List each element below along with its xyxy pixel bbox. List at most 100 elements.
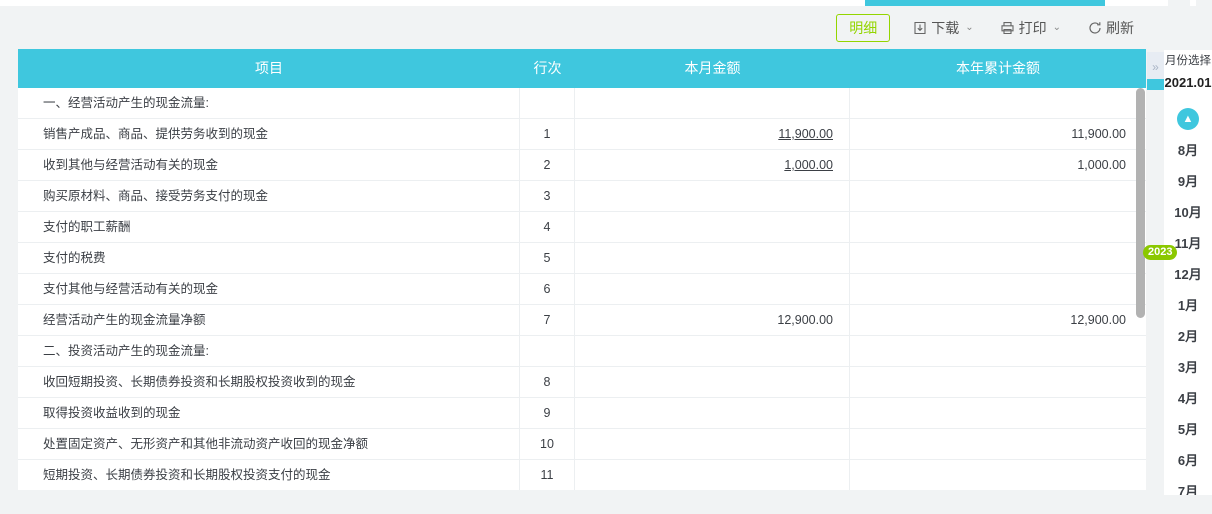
- table-row[interactable]: 取得投资收益收到的现金 9: [18, 398, 1146, 429]
- month-list-item[interactable]: 3月: [1177, 360, 1199, 375]
- cell-line-number: 1: [520, 119, 575, 149]
- cell-line-number: [520, 88, 575, 118]
- month-list-item[interactable]: 1月: [1177, 298, 1199, 313]
- panel-accent-stub: [1147, 79, 1164, 90]
- cell-item: 支付的税费: [18, 243, 520, 273]
- month-list-item[interactable]: 2月: [1177, 329, 1199, 344]
- cell-line-number: 11: [520, 460, 575, 490]
- column-header-item: 项目: [255, 60, 283, 76]
- cell-item: 经营活动产生的现金流量净额: [18, 305, 520, 335]
- table-row[interactable]: 销售产成品、商品、提供劳务收到的现金 1 11,900.00 11,900.00: [18, 119, 1146, 150]
- month-list-item[interactable]: 12月: [1174, 267, 1202, 282]
- refresh-button[interactable]: 刷新: [1087, 18, 1134, 38]
- cell-month-amount[interactable]: [575, 367, 850, 397]
- cell-item: 一、经营活动产生的现金流量:: [18, 88, 520, 118]
- cash-flow-table: 项目 行次 本月金额 本年累计金额 一、经营活动产生的现金流量: 销售产成品、商品…: [18, 49, 1146, 490]
- table-body: 一、经营活动产生的现金流量: 销售产成品、商品、提供劳务收到的现金 1 11,900.…: [18, 88, 1146, 490]
- print-button[interactable]: 打印 ⌄: [1000, 18, 1061, 38]
- table-row[interactable]: 收回短期投资、长期债券投资和长期股权投资收到的现金 8: [18, 367, 1146, 398]
- cell-line-number: 7: [520, 305, 575, 335]
- table-row[interactable]: 购买原材料、商品、接受劳务支付的现金 3: [18, 181, 1146, 212]
- month-list-item[interactable]: 9月: [1177, 174, 1199, 189]
- cell-year-amount: [850, 274, 1146, 304]
- cell-line-number: 10: [520, 429, 575, 459]
- download-button[interactable]: 下载 ⌄: [912, 18, 974, 38]
- table-header-row: 项目 行次 本月金额 本年累计金额: [18, 49, 1146, 88]
- cell-month-amount[interactable]: [575, 88, 850, 118]
- cell-year-amount: [850, 460, 1146, 490]
- cell-month-amount[interactable]: 12,900.00: [575, 305, 850, 335]
- cell-month-amount[interactable]: [575, 398, 850, 428]
- cell-year-amount: 12,900.00: [1070, 313, 1126, 327]
- cell-month-amount[interactable]: 11,900.00: [575, 119, 850, 149]
- top-strip: [0, 0, 1212, 6]
- chevron-up-icon[interactable]: ▲: [1177, 108, 1199, 130]
- month-selector-title: 月份选择: [1165, 55, 1211, 67]
- month-list-item[interactable]: 6月: [1177, 453, 1199, 468]
- month-list-item[interactable]: 11月: [1174, 236, 1202, 251]
- table-row[interactable]: 支付的税费 5: [18, 243, 1146, 274]
- column-header-line: 行次: [533, 60, 562, 76]
- cell-item: 支付其他与经营活动有关的现金: [18, 274, 520, 304]
- cell-month-amount[interactable]: [575, 181, 850, 211]
- cell-month-amount[interactable]: [575, 274, 850, 304]
- top-strip-edge-right: [1196, 0, 1212, 6]
- cell-item: 购买原材料、商品、接受劳务支付的现金: [18, 181, 520, 211]
- cell-year-amount: [850, 336, 1146, 366]
- month-amount-link[interactable]: 11,900.00: [778, 127, 833, 141]
- cell-year-amount: [850, 398, 1146, 428]
- month-selector-current[interactable]: 2021.01: [1164, 75, 1212, 90]
- printer-icon: [1000, 20, 1015, 35]
- month-list-item[interactable]: 8月: [1177, 143, 1199, 158]
- cell-item: 收到其他与经营活动有关的现金: [18, 150, 520, 180]
- table-row[interactable]: 短期投资、长期债券投资和长期股权投资支付的现金 11: [18, 460, 1146, 490]
- cell-year-amount: 11,900.00: [1071, 127, 1126, 141]
- cell-year-amount: [850, 243, 1146, 273]
- cell-item: 销售产成品、商品、提供劳务收到的现金: [18, 119, 520, 149]
- cell-month-amount[interactable]: [575, 336, 850, 366]
- cell-line-number: 5: [520, 243, 575, 273]
- cell-item: 支付的职工薪酬: [18, 212, 520, 242]
- table-row[interactable]: 支付其他与经营活动有关的现金 6: [18, 274, 1146, 305]
- month-selector-panel: 月份选择 2021.01 ▲ 8月 9月 10月 11月 12月 1月 2月 3月 4月 5月 6月…: [1164, 50, 1212, 514]
- download-label: 下载: [931, 19, 960, 36]
- cell-month-amount[interactable]: [575, 243, 850, 273]
- table-row[interactable]: 收到其他与经营活动有关的现金 2 1,000.00 1,000.00: [18, 150, 1146, 181]
- cell-item: 收回短期投资、长期债券投资和长期股权投资收到的现金: [18, 367, 520, 397]
- table-scrollbar-track[interactable]: [1136, 88, 1145, 490]
- top-strip-edge-left: [1168, 0, 1190, 6]
- cell-month-amount[interactable]: [575, 212, 850, 242]
- cell-line-number: 2: [520, 150, 575, 180]
- cell-month-amount[interactable]: 1,000.00: [575, 150, 850, 180]
- table-row[interactable]: 二、投资活动产生的现金流量:: [18, 336, 1146, 367]
- cell-line-number: [520, 336, 575, 366]
- top-strip-right-gap: [1105, 0, 1212, 6]
- chevron-down-icon: ⌄: [1052, 22, 1061, 33]
- detail-button[interactable]: 明细: [836, 13, 891, 42]
- month-list-item[interactable]: 4月: [1177, 391, 1199, 406]
- cell-item: 短期投资、长期债券投资和长期股权投资支付的现金: [18, 460, 520, 490]
- cell-year-amount: [850, 429, 1146, 459]
- refresh-label: 刷新: [1106, 19, 1134, 36]
- table-row[interactable]: 经营活动产生的现金流量净额 7 12,900.00 12,900.00: [18, 305, 1146, 336]
- month-list-item[interactable]: 5月: [1177, 422, 1199, 437]
- cell-year-amount: [850, 88, 1146, 118]
- collapse-panel-button[interactable]: »: [1147, 52, 1164, 82]
- year-badge: 2023: [1143, 245, 1178, 260]
- active-tab-indicator: [865, 0, 1105, 6]
- cell-line-number: 3: [520, 181, 575, 211]
- cell-month-amount[interactable]: [575, 460, 850, 490]
- cell-year-amount: [850, 212, 1146, 242]
- table-row[interactable]: 处置固定资产、无形资产和其他非流动资产收回的现金净额 10: [18, 429, 1146, 460]
- cell-month-amount[interactable]: [575, 429, 850, 459]
- month-list-item[interactable]: 10月: [1174, 205, 1202, 220]
- table-scrollbar-thumb[interactable]: [1136, 88, 1145, 318]
- table-row[interactable]: 支付的职工薪酬 4: [18, 212, 1146, 243]
- cell-line-number: 4: [520, 212, 575, 242]
- month-amount-link[interactable]: 1,000.00: [784, 158, 833, 172]
- cell-line-number: 8: [520, 367, 575, 397]
- table-row[interactable]: 一、经营活动产生的现金流量:: [18, 88, 1146, 119]
- cell-item: 二、投资活动产生的现金流量:: [18, 336, 520, 366]
